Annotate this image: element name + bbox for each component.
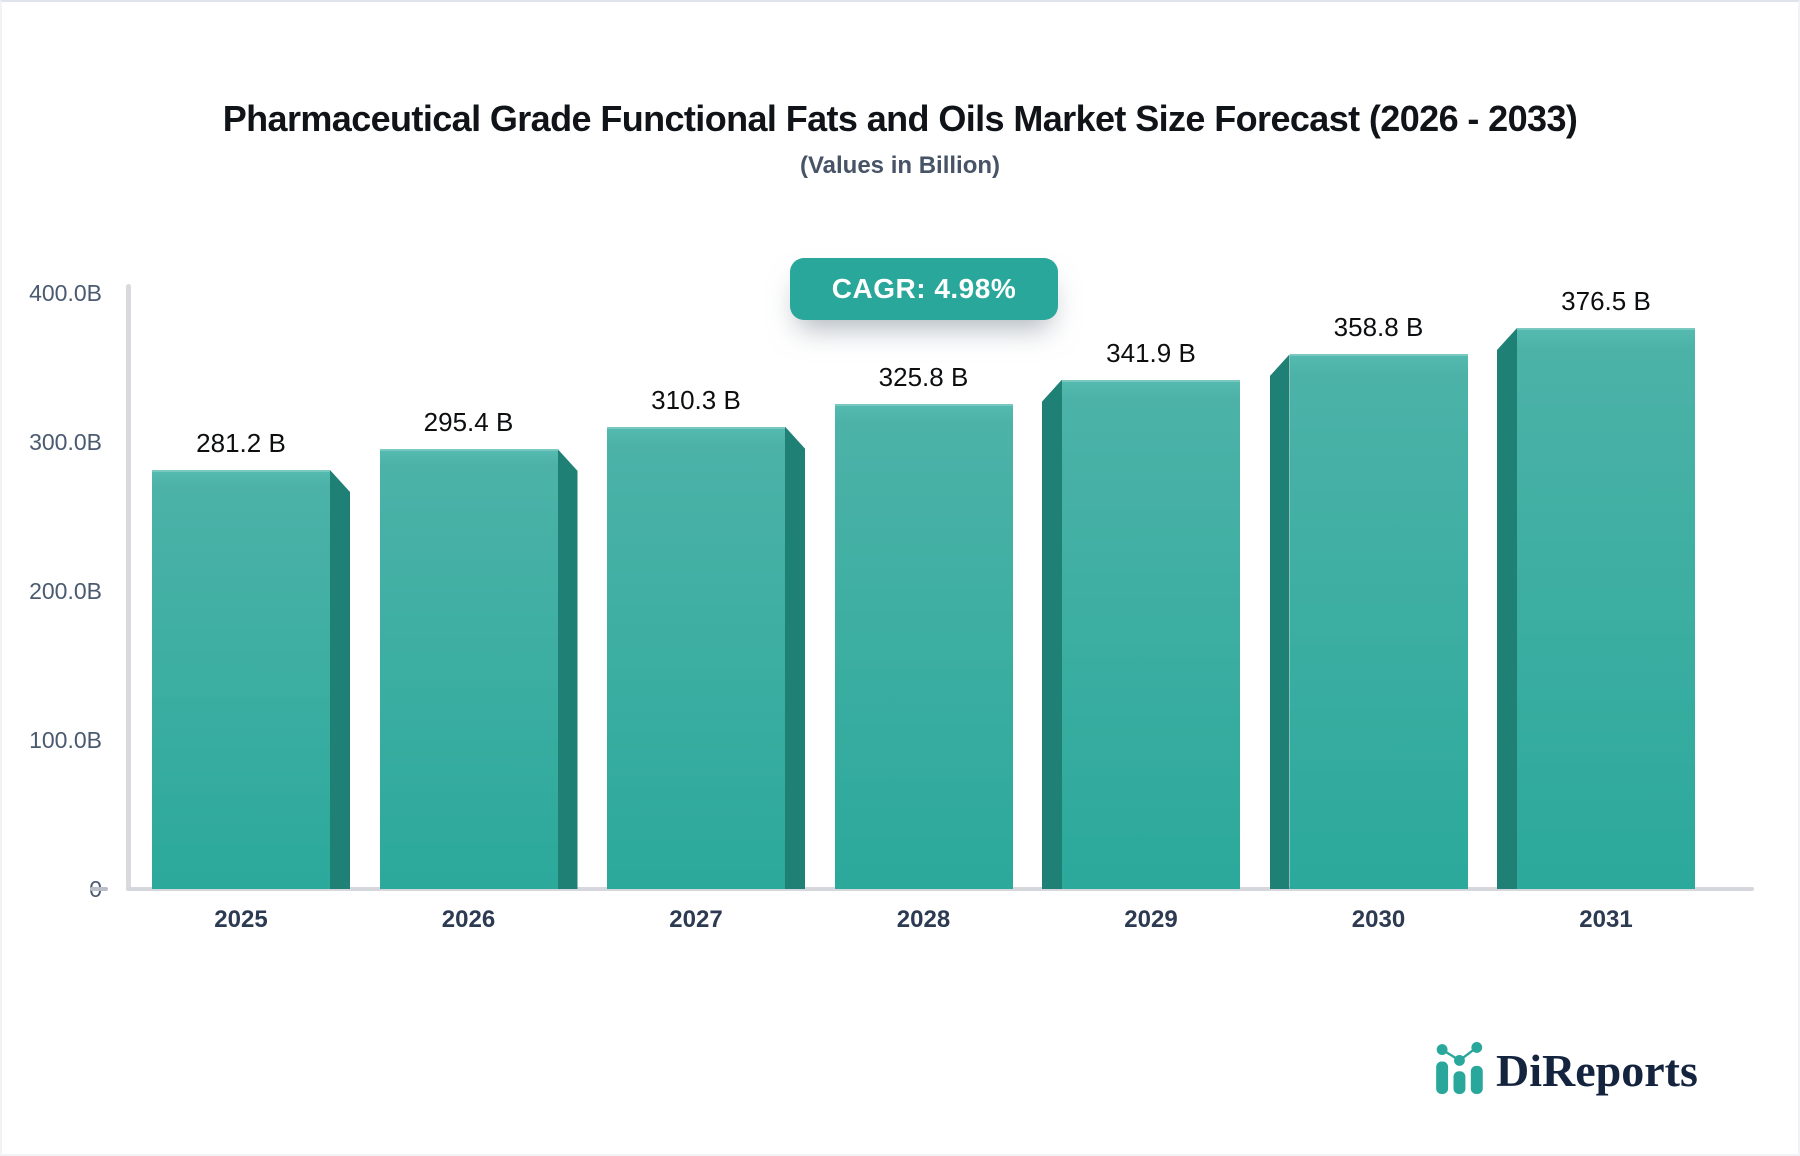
bar-value-label: 341.9 B xyxy=(1106,337,1196,368)
y-axis-line xyxy=(126,284,131,889)
y-axis-tick-label: 200.0B xyxy=(29,578,102,604)
brand-logo: DiReports xyxy=(1434,1042,1698,1094)
bar-value-label: 358.8 B xyxy=(1333,312,1424,343)
bar-2027 xyxy=(607,426,785,889)
bar-side-face xyxy=(1497,328,1517,889)
bar-2029 xyxy=(1062,379,1240,889)
bar-side-face xyxy=(557,448,578,889)
bar-2030 xyxy=(1289,354,1468,889)
x-axis-label-2030: 2030 xyxy=(1351,906,1406,933)
x-axis-line xyxy=(126,887,1754,891)
brand-logo-text: DiReports xyxy=(1496,1045,1698,1096)
bar-side-face xyxy=(330,470,350,889)
y-axis-tick-label: 0 xyxy=(2,875,102,903)
cagr-badge: CAGR: 4.98% xyxy=(790,258,1058,320)
y-axis-tick-label: 400.0B xyxy=(29,280,102,306)
x-axis-label-2029: 2029 xyxy=(1124,906,1178,933)
chart-title: Pharmaceutical Grade Functional Fats and… xyxy=(222,98,1578,139)
bar-side-face xyxy=(785,426,805,889)
bar-2026 xyxy=(379,448,558,889)
bar-value-label: 310.3 B xyxy=(651,384,741,415)
y-axis-tick-label: 300.0B xyxy=(29,429,102,455)
bar-2025 xyxy=(152,470,330,889)
chart-subtitle: (Values in Billion) xyxy=(799,152,1001,179)
bar-value-label: 376.5 B xyxy=(1561,286,1651,316)
y-axis-zero-tick-mark xyxy=(90,887,108,891)
x-axis-label-2026: 2026 xyxy=(441,906,496,933)
bar-side-face xyxy=(1042,379,1062,889)
x-axis-label-2025: 2025 xyxy=(214,906,268,933)
bar-value-label: 281.2 B xyxy=(196,428,286,458)
x-axis-label-2031: 2031 xyxy=(1579,906,1633,933)
x-axis-label-2028: 2028 xyxy=(896,906,951,933)
brand-bar-line-chart-icon xyxy=(1436,1042,1483,1094)
bar-2028 xyxy=(834,403,1013,889)
x-axis-label-2027: 2027 xyxy=(669,906,723,933)
cagr-badge-label: CAGR: 4.98% xyxy=(831,273,1017,304)
y-axis-tick-label: 100.0B xyxy=(29,727,102,753)
bar-2031 xyxy=(1517,328,1695,889)
bar-side-face xyxy=(1269,354,1290,889)
bar-value-label: 295.4 B xyxy=(423,406,514,437)
bar-value-label: 325.8 B xyxy=(878,361,969,392)
